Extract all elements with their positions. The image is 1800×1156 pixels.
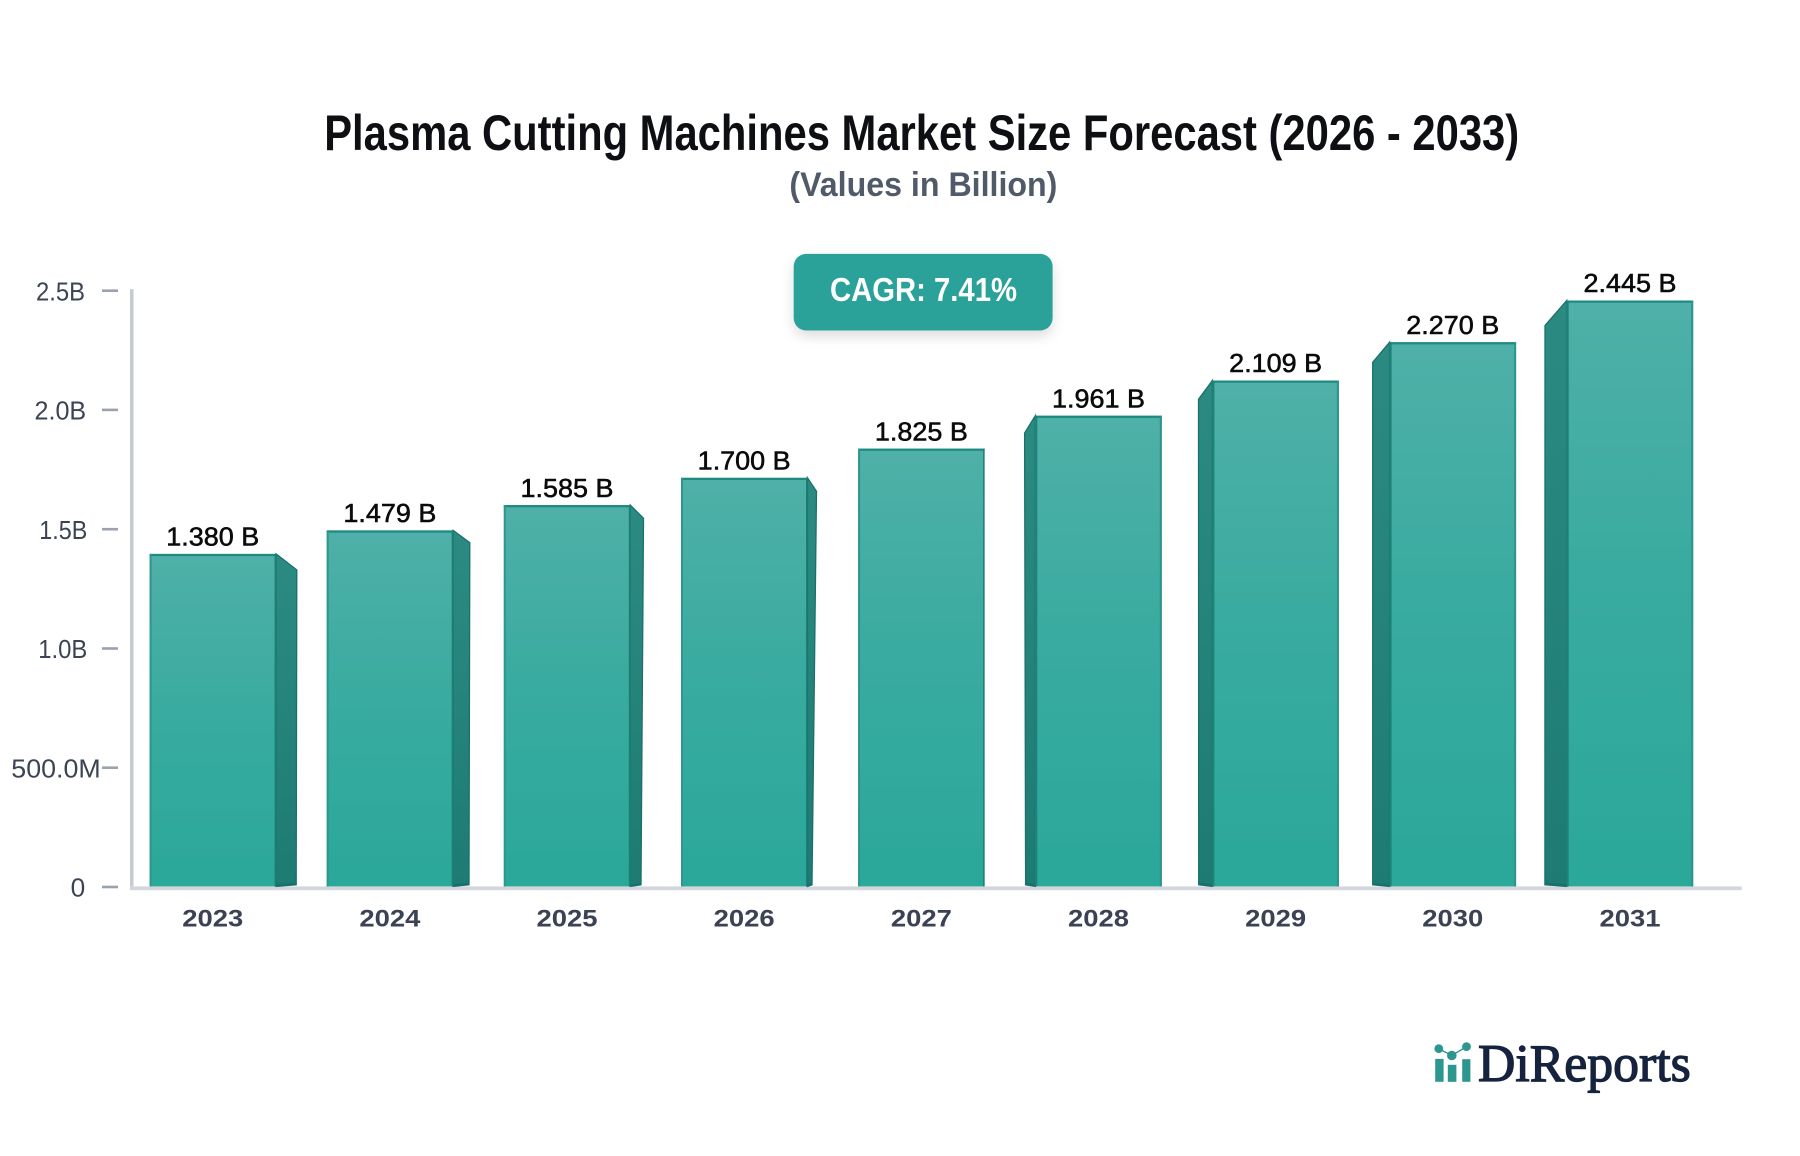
svg-text:2031: 2031 [1600, 906, 1661, 933]
svg-text:1.0B: 1.0B [38, 634, 87, 664]
svg-text:2025: 2025 [537, 906, 598, 933]
svg-text:0: 0 [71, 873, 86, 903]
svg-text:2.445 B: 2.445 B [1584, 268, 1677, 298]
svg-text:(Values in Billion): (Values in Billion) [789, 166, 1057, 204]
svg-text:1.825 B: 1.825 B [875, 416, 968, 446]
svg-text:2026: 2026 [714, 906, 775, 933]
svg-text:DiReports: DiReports [1478, 1035, 1691, 1093]
svg-text:2029: 2029 [1245, 906, 1306, 933]
svg-text:1.585 B: 1.585 B [521, 473, 614, 503]
svg-text:2030: 2030 [1422, 906, 1483, 933]
svg-text:2.270 B: 2.270 B [1406, 310, 1499, 340]
svg-text:1.700 B: 1.700 B [698, 446, 791, 476]
svg-text:1.380 B: 1.380 B [166, 522, 259, 552]
svg-text:1.479 B: 1.479 B [343, 498, 436, 528]
svg-text:1.5B: 1.5B [39, 515, 87, 545]
svg-text:2.5B: 2.5B [36, 276, 85, 306]
svg-text:2023: 2023 [182, 906, 243, 933]
svg-text:2.109 B: 2.109 B [1229, 348, 1322, 378]
svg-text:CAGR: 7.41%: CAGR: 7.41% [830, 271, 1017, 308]
svg-text:2.0B: 2.0B [35, 396, 87, 426]
svg-text:Plasma Cutting Machines Market: Plasma Cutting Machines Market Size Fore… [324, 105, 1519, 161]
svg-text:2024: 2024 [359, 906, 421, 933]
svg-text:1.961 B: 1.961 B [1052, 383, 1145, 413]
svg-text:500.0M: 500.0M [11, 753, 100, 783]
svg-text:2027: 2027 [891, 906, 952, 933]
svg-text:2028: 2028 [1068, 906, 1129, 933]
